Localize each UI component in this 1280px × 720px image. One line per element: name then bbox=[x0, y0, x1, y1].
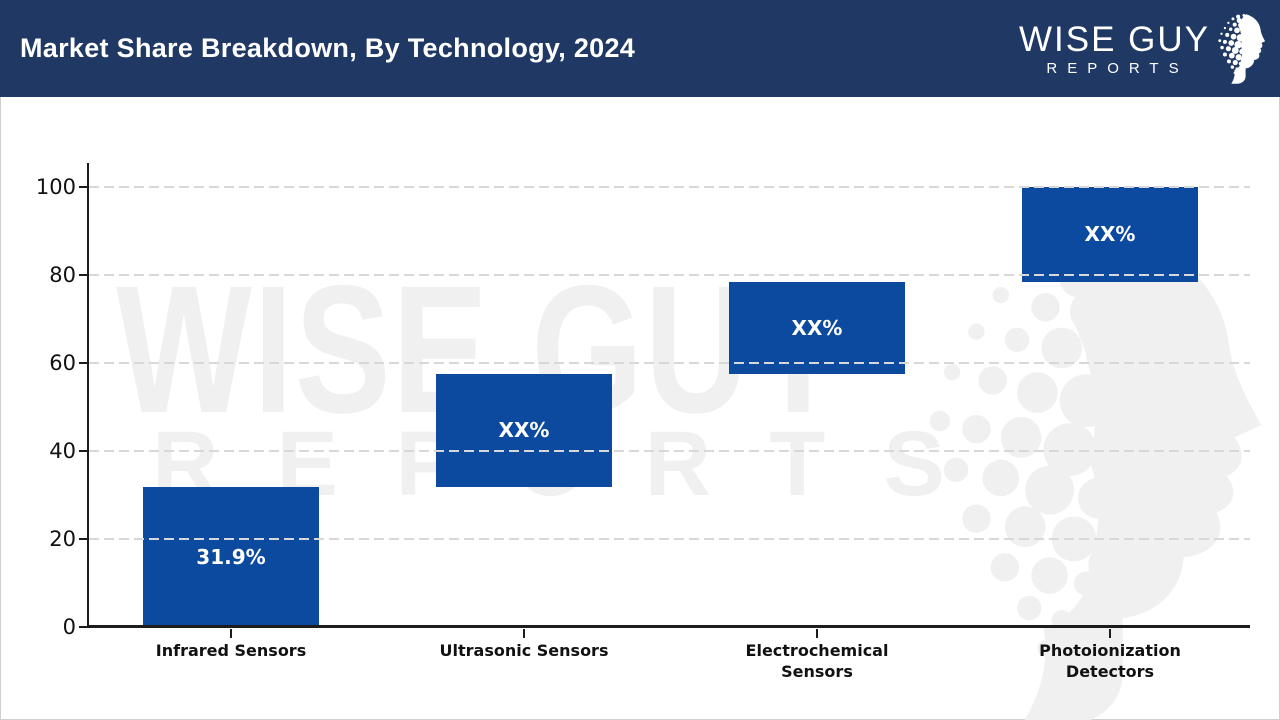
chart-title: Market Share Breakdown, By Technology, 2… bbox=[20, 33, 636, 64]
y-tick-label-20: 20 bbox=[49, 526, 76, 551]
y-tick-60 bbox=[79, 361, 88, 364]
gridline-20 bbox=[89, 537, 1250, 540]
bar-photoionization-detectors: XX% bbox=[1022, 186, 1198, 283]
brand-logo: WISE GUY REPORTS bbox=[1019, 0, 1272, 97]
x-tick-ultrasonic-sensors bbox=[523, 629, 525, 638]
bar-value-label-ultrasonic-sensors: XX% bbox=[498, 418, 550, 443]
category-label-photoionization-detectors: Photoionization Detectors bbox=[1039, 641, 1181, 681]
gridline-100 bbox=[89, 185, 1250, 188]
category-label-infrared-sensors: Infrared Sensors bbox=[155, 641, 307, 660]
y-tick-40 bbox=[79, 449, 88, 452]
category-label-electrochemical-sensors: Electrochemical Sensors bbox=[745, 641, 889, 681]
y-tick-100 bbox=[79, 185, 88, 188]
brand-subtitle: REPORTS bbox=[1046, 59, 1189, 77]
x-tick-infrared-sensors bbox=[230, 629, 232, 638]
gridline-60 bbox=[89, 361, 1250, 364]
bar-infrared-sensors: 31.9% bbox=[143, 486, 319, 627]
header-band: Market Share Breakdown, By Technology, 2… bbox=[0, 0, 1280, 97]
brand-wordmark-block: WISE GUY REPORTS bbox=[1019, 22, 1210, 76]
x-tick-photoionization-detectors bbox=[1109, 629, 1111, 638]
y-tick-label-60: 60 bbox=[49, 350, 76, 375]
y-tick-20 bbox=[79, 537, 88, 540]
x-axis-line bbox=[88, 625, 1250, 628]
y-axis-line bbox=[87, 163, 89, 628]
bar-value-label-electrochemical-sensors: XX% bbox=[791, 316, 843, 341]
bar-value-label-infrared-sensors: 31.9% bbox=[196, 544, 266, 569]
bar-value-label-photoionization-detectors: XX% bbox=[1084, 222, 1136, 247]
bar-ultrasonic-sensors: XX% bbox=[436, 373, 612, 487]
y-tick-0 bbox=[79, 626, 88, 628]
x-tick-electrochemical-sensors bbox=[816, 629, 818, 638]
y-tick-80 bbox=[79, 273, 88, 276]
logo-head-icon bbox=[1218, 13, 1266, 84]
y-tick-label-80: 80 bbox=[49, 262, 76, 287]
y-tick-label-100: 100 bbox=[35, 174, 76, 199]
y-tick-label-40: 40 bbox=[49, 438, 76, 463]
category-label-ultrasonic-sensors: Ultrasonic Sensors bbox=[439, 641, 609, 660]
bar-electrochemical-sensors: XX% bbox=[729, 282, 905, 374]
y-tick-label-0: 0 bbox=[62, 615, 76, 639]
gridline-40 bbox=[89, 449, 1250, 452]
gridline-80 bbox=[89, 273, 1250, 276]
brand-wordmark: WISE GUY bbox=[1018, 19, 1210, 59]
